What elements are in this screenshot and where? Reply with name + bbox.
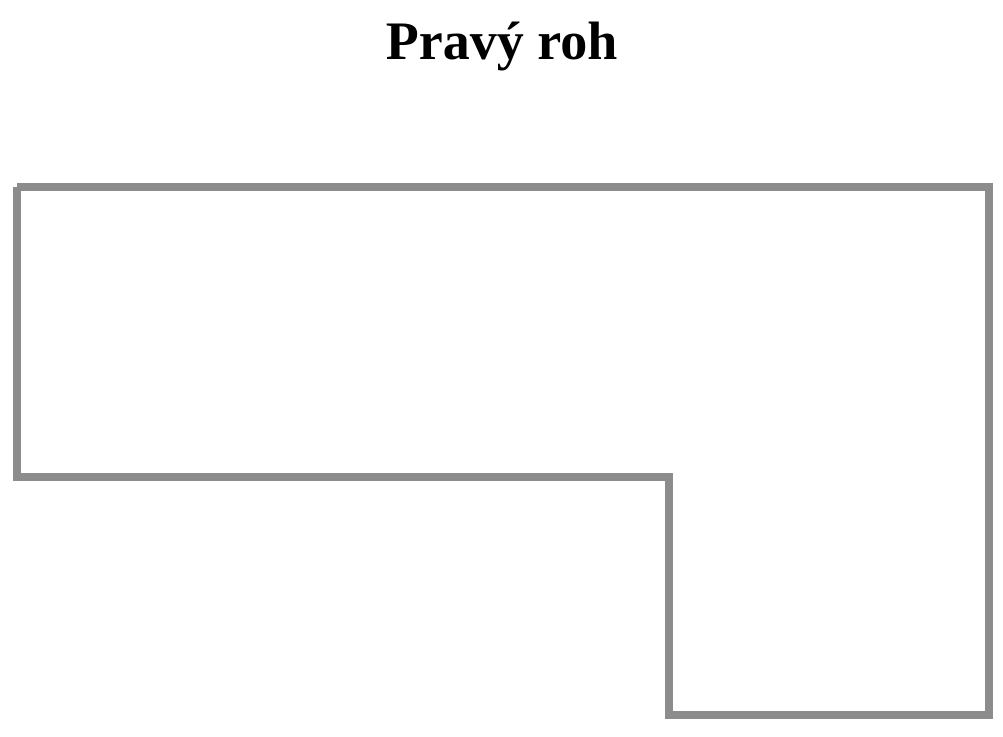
corner-shape-svg [13, 183, 993, 719]
page-title: Pravý roh [0, 10, 1003, 72]
corner-shape-polyline [17, 187, 989, 715]
page-root: Pravý roh [0, 0, 1003, 737]
corner-shape-container [13, 183, 993, 719]
